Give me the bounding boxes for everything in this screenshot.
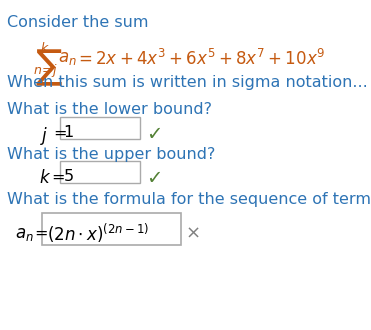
Text: ×: × <box>186 225 201 243</box>
Text: $n\!=\!j$: $n\!=\!j$ <box>33 62 58 79</box>
Text: $=$: $=$ <box>30 225 47 240</box>
Text: $a_n$: $a_n$ <box>14 225 33 243</box>
Text: $\sum$: $\sum$ <box>35 48 63 88</box>
Text: What is the lower bound?: What is the lower bound? <box>7 102 212 117</box>
FancyBboxPatch shape <box>60 161 140 183</box>
Text: Consider the sum: Consider the sum <box>7 15 149 30</box>
FancyBboxPatch shape <box>42 213 181 245</box>
Text: 5: 5 <box>63 169 73 184</box>
Text: $= 2x + 4x^3 + 6x^5 + 8x^7 + 10x^9$: $= 2x + 4x^3 + 6x^5 + 8x^7 + 10x^9$ <box>75 49 325 69</box>
Text: ✓: ✓ <box>146 169 162 188</box>
Text: What is the upper bound?: What is the upper bound? <box>7 147 216 162</box>
Text: $a_n$: $a_n$ <box>58 49 77 67</box>
Text: $k$: $k$ <box>39 169 51 187</box>
FancyBboxPatch shape <box>60 117 140 139</box>
Text: ✓: ✓ <box>146 125 162 144</box>
Text: When this sum is written in sigma notation...: When this sum is written in sigma notati… <box>7 75 368 90</box>
Text: 1: 1 <box>63 125 73 140</box>
Text: $k$: $k$ <box>40 41 50 55</box>
Text: $=$: $=$ <box>48 169 65 184</box>
Text: $=$: $=$ <box>49 125 66 140</box>
Text: What is the formula for the sequence of terms?: What is the formula for the sequence of … <box>7 192 371 207</box>
Text: $j$: $j$ <box>40 125 49 147</box>
Text: $\left(2n \cdot x\right)^{\left(2n-1\right)}$: $\left(2n \cdot x\right)^{\left(2n-1\rig… <box>47 222 150 245</box>
